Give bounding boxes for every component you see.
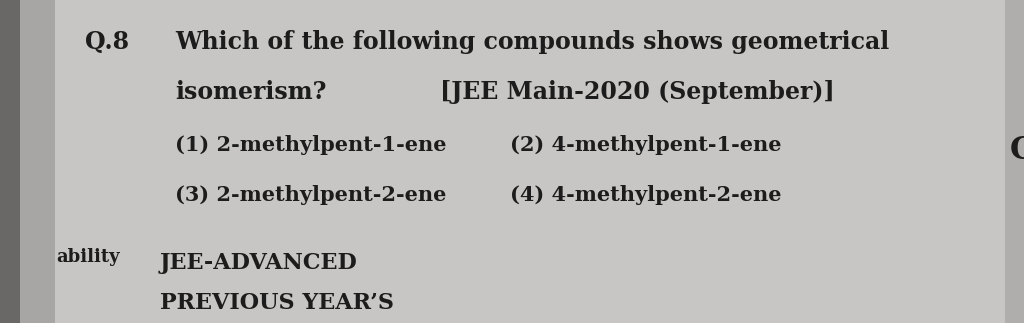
FancyBboxPatch shape	[0, 0, 55, 323]
Text: (2) 4-methylpent-1-ene: (2) 4-methylpent-1-ene	[510, 135, 781, 155]
FancyBboxPatch shape	[55, 0, 1005, 323]
Text: JEE-ADVANCED: JEE-ADVANCED	[160, 252, 357, 274]
Text: ability: ability	[56, 248, 120, 266]
FancyBboxPatch shape	[0, 0, 20, 323]
Text: Which of the following compounds shows geometrical: Which of the following compounds shows g…	[175, 30, 889, 54]
Text: (3) 2-methylpent-2-ene: (3) 2-methylpent-2-ene	[175, 185, 446, 205]
Text: Q.8: Q.8	[85, 30, 129, 54]
Text: (1) 2-methylpent-1-ene: (1) 2-methylpent-1-ene	[175, 135, 446, 155]
Text: C: C	[1010, 135, 1024, 166]
FancyBboxPatch shape	[20, 0, 55, 323]
Text: PREVIOUS YEAR’S: PREVIOUS YEAR’S	[160, 292, 394, 314]
Text: (4) 4-methylpent-2-ene: (4) 4-methylpent-2-ene	[510, 185, 781, 205]
Text: isomerism?: isomerism?	[175, 80, 327, 104]
Text: [JEE Main-2020 (September)]: [JEE Main-2020 (September)]	[440, 80, 835, 104]
